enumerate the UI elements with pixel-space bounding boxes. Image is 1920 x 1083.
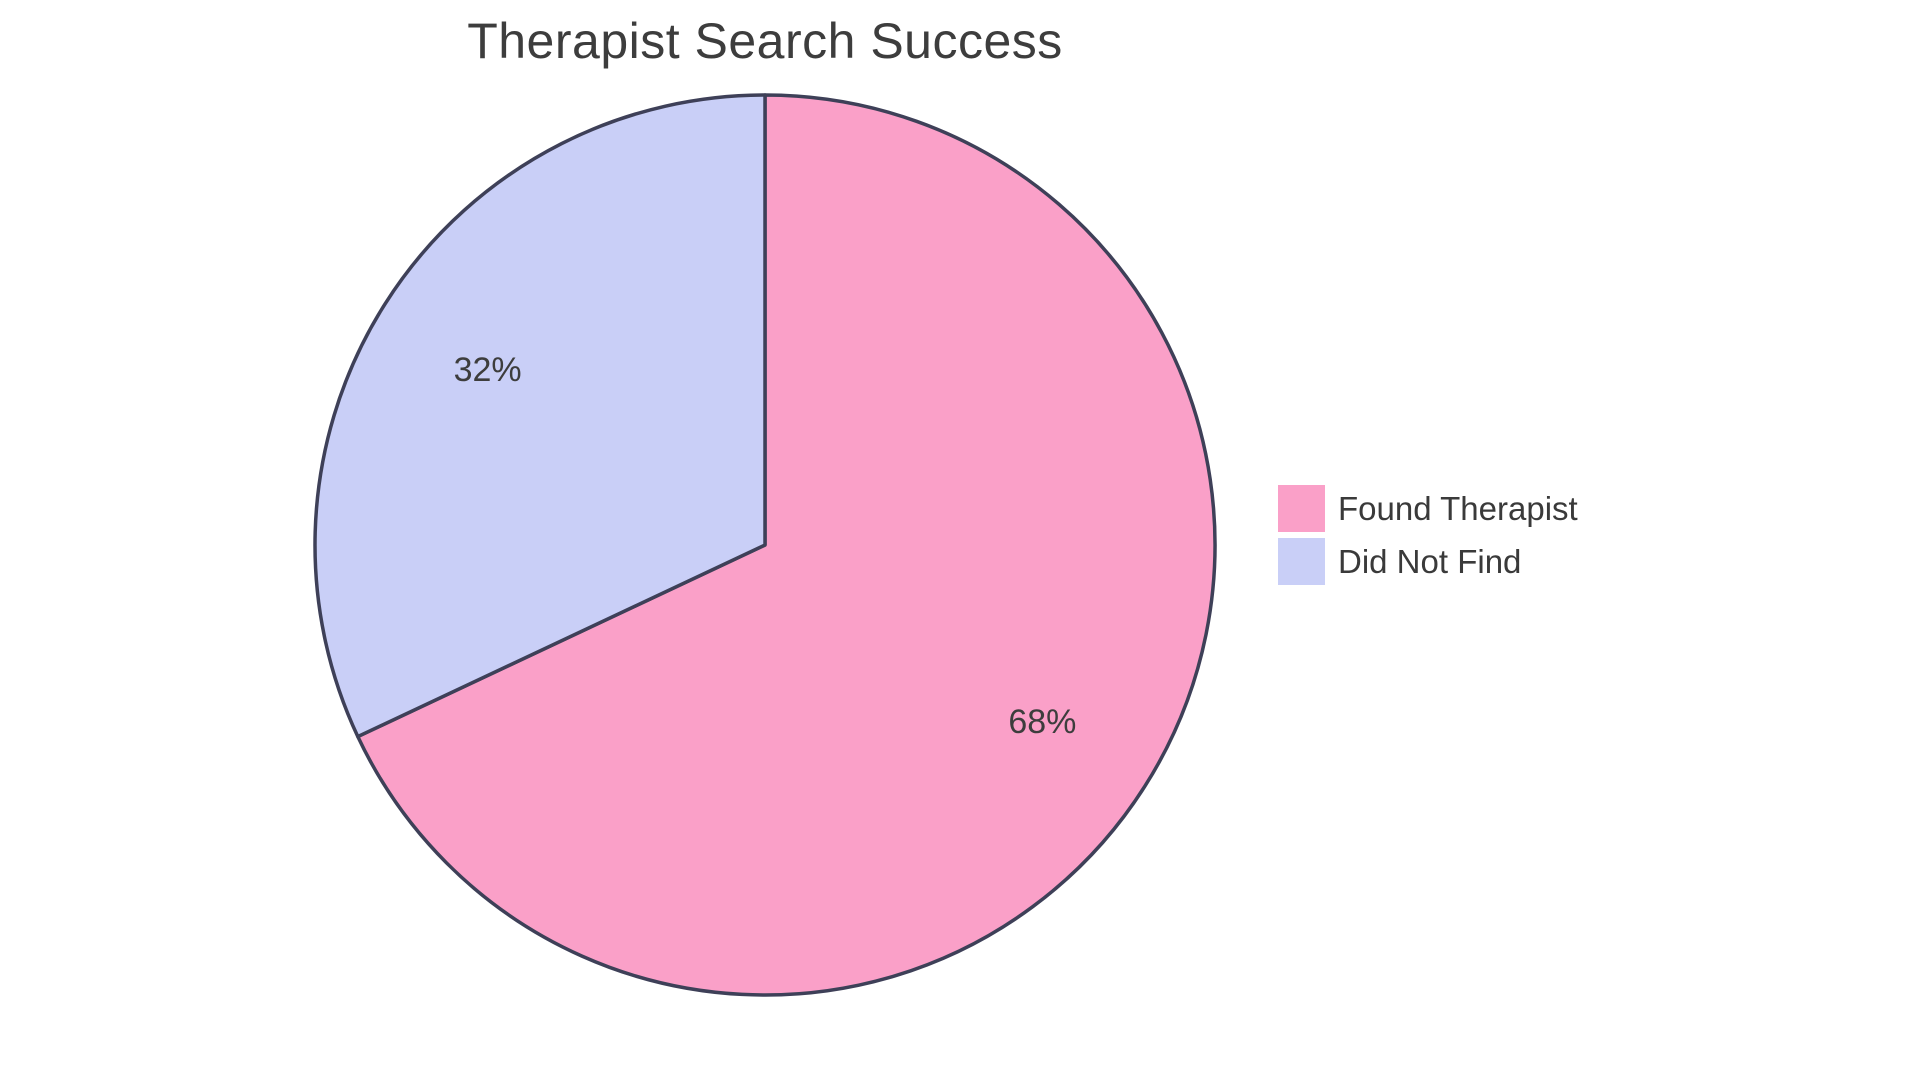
legend: Found Therapist Did Not Find [1278, 485, 1578, 585]
legend-item-found-therapist: Found Therapist [1278, 485, 1578, 532]
legend-label-found-therapist: Found Therapist [1338, 489, 1578, 527]
legend-swatch-did-not-find [1278, 538, 1325, 585]
pie-slice-value-label: 32% [454, 351, 522, 389]
legend-item-did-not-find: Did Not Find [1278, 538, 1578, 585]
legend-label-did-not-find: Did Not Find [1338, 542, 1522, 580]
chart-title: Therapist Search Success [467, 13, 1063, 69]
pie-slice-did-not-find [313, 93, 767, 739]
legend-swatch-found-therapist [1278, 485, 1325, 532]
pie-slice-found-therapist [356, 93, 1217, 997]
pie-slice-value-label: 68% [1008, 703, 1076, 741]
